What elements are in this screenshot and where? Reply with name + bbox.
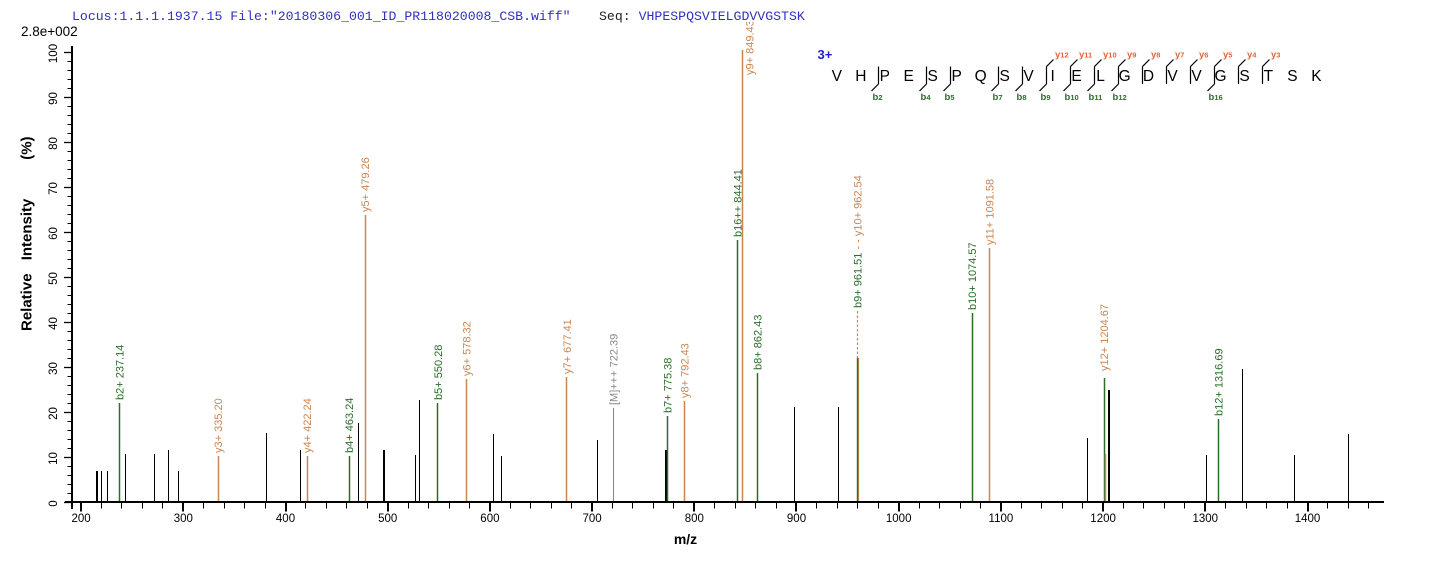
- svg-text:y7+ 677.41: y7+ 677.41: [562, 319, 574, 374]
- svg-text:G: G: [1214, 68, 1226, 85]
- svg-text:E: E: [904, 68, 914, 85]
- svg-text:3+: 3+: [818, 47, 833, 62]
- svg-text:y5+ 479.26: y5+ 479.26: [360, 157, 372, 212]
- svg-text:y4: y4: [1247, 50, 1257, 61]
- svg-text:G: G: [1119, 68, 1131, 85]
- svg-text:900: 900: [787, 513, 806, 525]
- svg-text:y6: y6: [1199, 50, 1208, 61]
- svg-text:b10+ 1074.57: b10+ 1074.57: [967, 242, 979, 310]
- svg-text:b16: b16: [1209, 92, 1223, 103]
- svg-text:Q: Q: [975, 68, 987, 85]
- svg-text:y7: y7: [1175, 50, 1184, 61]
- svg-text:200: 200: [72, 513, 91, 525]
- svg-text:VHPESPQSVIELGDVVGSTSK: VHPESPQSVIELGDVVGSTSK: [639, 9, 805, 24]
- svg-text:H: H: [855, 68, 866, 85]
- svg-text:y10: y10: [1103, 50, 1117, 61]
- svg-text:1300: 1300: [1193, 513, 1219, 525]
- svg-text:0: 0: [48, 500, 60, 506]
- svg-text:500: 500: [378, 513, 397, 525]
- svg-text:90: 90: [48, 92, 60, 105]
- svg-text:y8: y8: [1151, 50, 1160, 61]
- svg-text:20: 20: [48, 407, 60, 420]
- svg-text:800: 800: [685, 513, 704, 525]
- svg-text:1400: 1400: [1295, 513, 1321, 525]
- svg-text:[M]+++ 722.39: [M]+++ 722.39: [609, 334, 621, 405]
- svg-text:L: L: [1096, 68, 1105, 85]
- svg-text:T: T: [1264, 68, 1274, 85]
- svg-text:S: S: [928, 68, 938, 85]
- svg-text:60: 60: [48, 227, 60, 240]
- svg-text:D: D: [1143, 68, 1154, 85]
- svg-text:b9+ 961.51 - - y10+ 962.54: b9+ 961.51 - - y10+ 962.54: [853, 175, 865, 308]
- svg-text:b2+ 237.14: b2+ 237.14: [114, 345, 126, 400]
- svg-text:b2: b2: [873, 92, 883, 103]
- svg-text:30: 30: [48, 362, 60, 375]
- svg-text:V: V: [832, 68, 843, 85]
- svg-text:10: 10: [48, 452, 60, 465]
- svg-text:(%): (%): [19, 136, 36, 159]
- svg-text:b12+ 1316.69: b12+ 1316.69: [1213, 348, 1225, 416]
- svg-text:E: E: [1071, 68, 1081, 85]
- svg-text:b8: b8: [1017, 92, 1027, 103]
- svg-text:b4+ 463.24: b4+ 463.24: [344, 398, 356, 453]
- svg-text:b5+ 550.28: b5+ 550.28: [433, 345, 445, 400]
- svg-text:S: S: [1239, 68, 1249, 85]
- svg-text:b10: b10: [1065, 92, 1079, 103]
- svg-text:V: V: [1191, 68, 1202, 85]
- svg-text:80: 80: [48, 137, 60, 150]
- svg-text:b12: b12: [1113, 92, 1127, 103]
- svg-text:2.8e+002: 2.8e+002: [21, 24, 78, 39]
- svg-text:1000: 1000: [886, 513, 912, 525]
- svg-text:b5: b5: [945, 92, 955, 103]
- svg-text:y9: y9: [1127, 50, 1136, 61]
- svg-text:70: 70: [48, 182, 60, 195]
- svg-text:P: P: [880, 68, 890, 85]
- svg-text:b11: b11: [1089, 92, 1103, 103]
- svg-text:600: 600: [480, 513, 499, 525]
- svg-text:50: 50: [48, 272, 60, 285]
- svg-text:300: 300: [174, 513, 193, 525]
- svg-text:V: V: [1023, 68, 1034, 85]
- svg-text:100: 100: [48, 44, 60, 63]
- svg-text:y12+ 1204.67: y12+ 1204.67: [1099, 304, 1111, 371]
- svg-text:b7: b7: [993, 92, 1003, 103]
- svg-text:y3+ 335.20: y3+ 335.20: [213, 398, 225, 453]
- svg-text:b7+ 775.38: b7+ 775.38: [663, 358, 675, 413]
- svg-text:y11+ 1091.58: y11+ 1091.58: [984, 179, 996, 245]
- svg-text:y12: y12: [1055, 50, 1069, 61]
- svg-text:y5: y5: [1223, 50, 1232, 61]
- svg-text:Relative: Relative: [19, 273, 36, 331]
- svg-text:y6+ 578.32: y6+ 578.32: [462, 321, 474, 376]
- svg-text:y8+ 792.43: y8+ 792.43: [680, 343, 692, 398]
- svg-text:1200: 1200: [1090, 513, 1116, 525]
- svg-text:400: 400: [276, 513, 295, 525]
- svg-text:y4+ 422.24: y4+ 422.24: [302, 398, 314, 453]
- svg-text:b16++ 844.41: b16++ 844.41: [732, 169, 744, 237]
- svg-text:Seq:: Seq:: [599, 9, 631, 24]
- svg-text:y11: y11: [1079, 50, 1092, 61]
- svg-text:40: 40: [48, 317, 60, 330]
- svg-text:y9+ 849.43: y9+ 849.43: [745, 20, 757, 75]
- svg-text:b9: b9: [1041, 92, 1051, 103]
- svg-text:I: I: [1050, 68, 1054, 85]
- svg-text:Intensity: Intensity: [19, 198, 36, 260]
- svg-text:1100: 1100: [989, 513, 1014, 525]
- svg-text:Locus:1.1.1.1937.15 File:"2018: Locus:1.1.1.1937.15 File:"20180306_001_I…: [72, 9, 571, 24]
- svg-text:700: 700: [583, 513, 602, 525]
- svg-text:S: S: [1287, 68, 1297, 85]
- svg-text:y3: y3: [1271, 50, 1280, 61]
- svg-text:V: V: [1167, 68, 1178, 85]
- svg-text:b4: b4: [921, 92, 932, 103]
- svg-text:m/z: m/z: [674, 531, 697, 547]
- svg-text:S: S: [1000, 68, 1010, 85]
- svg-text:P: P: [952, 68, 962, 85]
- svg-text:K: K: [1311, 68, 1322, 85]
- svg-text:b8+ 862.43: b8+ 862.43: [752, 315, 764, 370]
